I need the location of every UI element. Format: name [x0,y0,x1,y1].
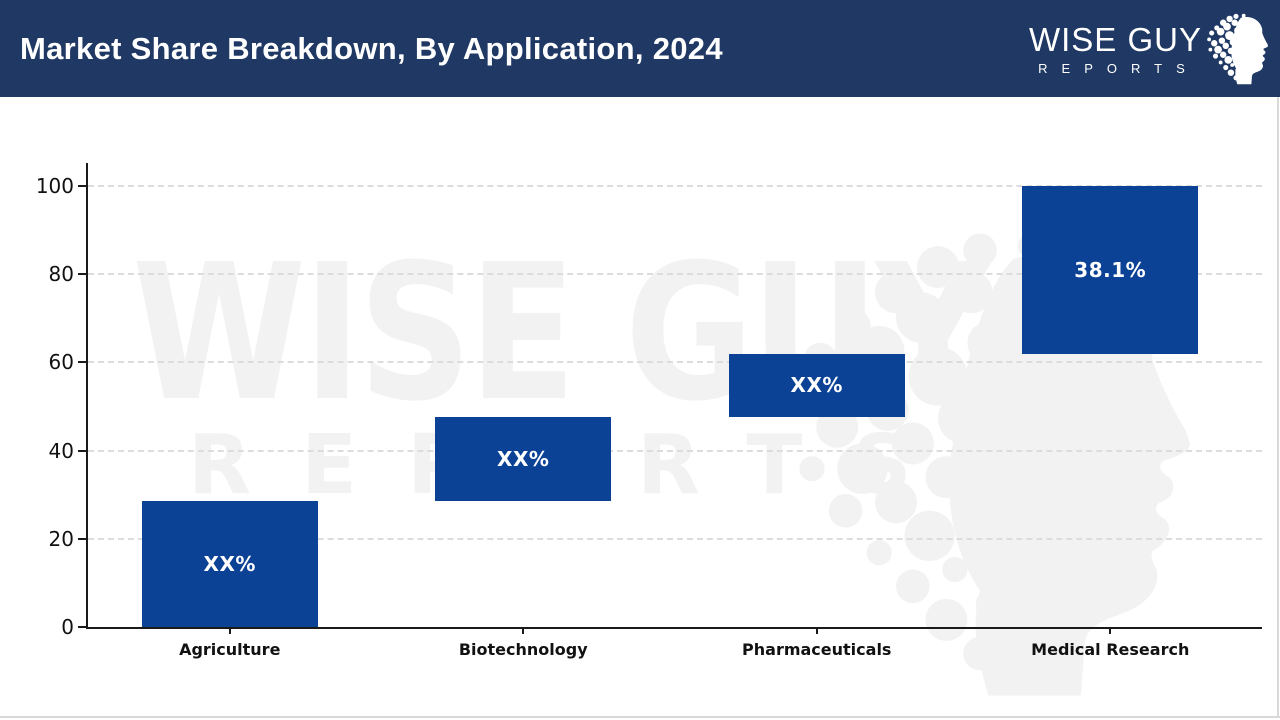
x-axis-category-label: Medical Research [1031,640,1190,659]
x-axis-tick [1109,627,1112,634]
chart-plot-area: 0 20 40 60 80 100 XX% Agriculture XX% Biotechnolo… [0,97,1280,720]
header-bar: Market Share Breakdown, By Application, … [0,0,1280,97]
gridline [88,273,1262,276]
x-axis-tick [522,627,525,634]
y-axis-tick [78,537,86,540]
bar: XX% [728,354,905,417]
y-axis-tick [78,361,86,364]
x-axis-line [86,627,1262,629]
y-axis-line [86,163,88,629]
y-axis-tick-label: 60 [48,350,74,375]
y-axis-tick-label: 40 [48,438,74,463]
x-axis-category-label: Biotechnology [458,640,588,659]
y-axis-tick [78,449,86,452]
gridline [88,361,1262,364]
y-axis-tick [78,185,86,187]
bar: 38.1% [1022,186,1199,355]
y-axis-tick [78,273,86,276]
gridline [88,537,1262,540]
right-border-line [1277,97,1279,716]
dotted-face-logo-icon [1207,13,1268,85]
bar-value-label: XX% [790,373,843,398]
bar: XX% [141,500,318,627]
bar-value-label: XX% [497,446,550,471]
logo-wordmark: WISE GUY [1028,21,1202,59]
x-axis-tick [815,627,818,634]
gridline [88,185,1262,187]
bottom-border-line [0,716,1280,718]
gridline [88,449,1262,452]
bar: XX% [435,417,612,501]
wise-guy-reports-logo: WISE GUY REPORTS [1029,6,1268,92]
y-axis-tick-label: 20 [48,526,74,551]
y-axis-tick-label: 100 [35,174,74,198]
page-title: Market Share Breakdown, By Application, … [20,30,723,66]
y-axis-tick-label: 0 [61,615,74,639]
y-axis-tick-label: 80 [48,262,74,287]
x-axis-category-label: Agriculture [179,640,281,659]
bar-value-label: 38.1% [1074,258,1147,282]
y-axis-tick [78,626,86,628]
x-axis-category-label: Pharmaceuticals [742,640,892,659]
x-axis-tick [228,627,231,634]
logo-subtitle: REPORTS [1038,60,1199,76]
bar-value-label: XX% [203,551,256,576]
